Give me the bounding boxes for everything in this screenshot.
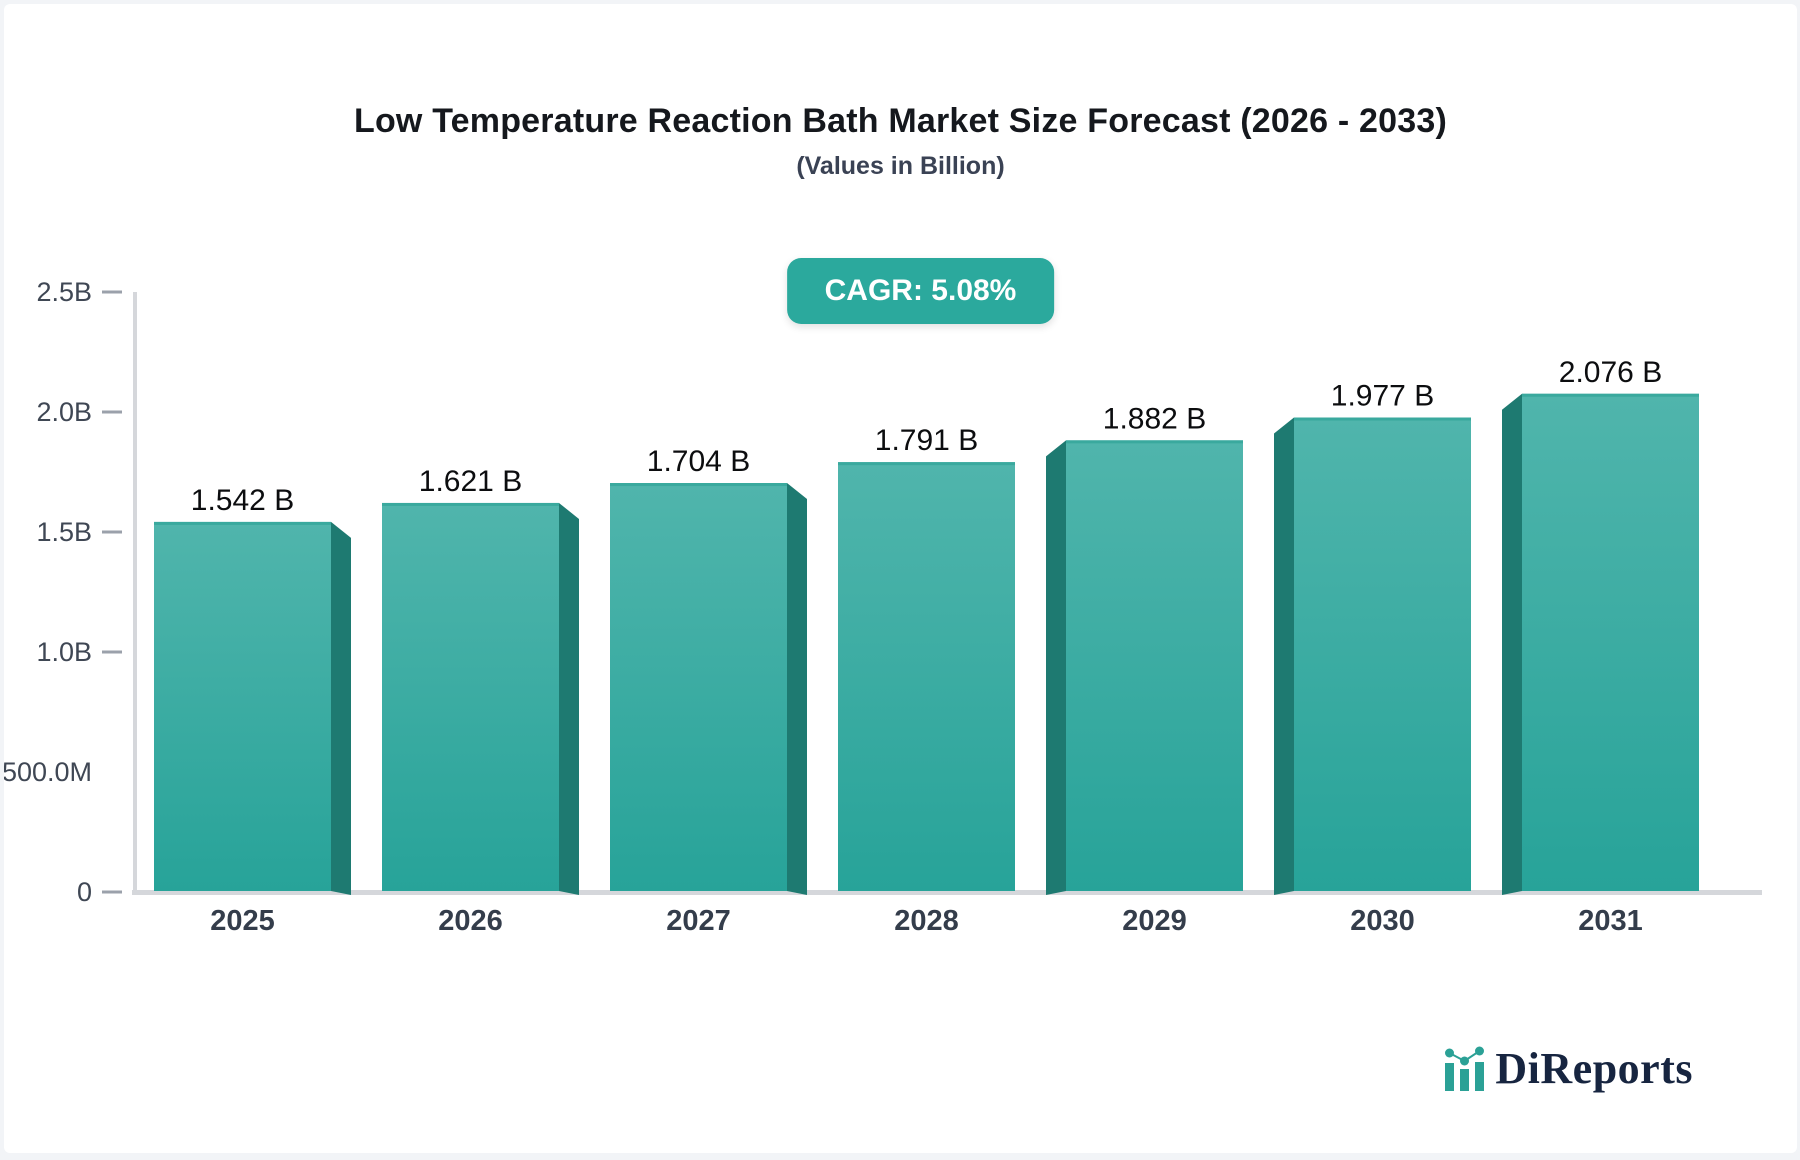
bar-2030 [1294, 417, 1471, 891]
bar-2031 [1522, 393, 1699, 891]
bar-side-face [1502, 393, 1522, 895]
x-axis-label: 2027 [666, 905, 731, 937]
bar-value-label: 1.542 B [191, 484, 294, 517]
bar-value-label: 1.704 B [647, 445, 750, 478]
y-axis-label: 1.5B [36, 517, 92, 547]
bar-top-edge [1522, 393, 1699, 397]
y-axis-label: 500.0M [4, 757, 92, 787]
y-axis-tick [102, 890, 122, 894]
x-axis-line [132, 890, 1762, 895]
bar-chart: 0 500.0M 1.0B 1.5B 2.0B 2.5B 1.542 B 2025 1.621 … [4, 277, 1762, 937]
chart-subtitle: (Values in Billion) [796, 152, 1005, 180]
bar-value-label: 1.621 B [419, 465, 522, 498]
y-axis-label: 2.5B [36, 277, 92, 307]
bar-side-face [1274, 417, 1294, 895]
y-axis-tick [102, 530, 122, 534]
bar-value-label: 1.791 B [875, 424, 978, 457]
bar-top-edge [154, 521, 331, 525]
x-axis-label: 2030 [1350, 905, 1415, 937]
bar-top-edge [1066, 440, 1243, 444]
x-axis-label: 2028 [894, 905, 959, 937]
y-axis-tick [102, 410, 122, 414]
chart-title: Low Temperature Reaction Bath Market Siz… [354, 102, 1447, 140]
bar-value-label: 1.882 B [1103, 402, 1206, 435]
x-axis-label: 2031 [1578, 905, 1643, 937]
bar-side-face [559, 502, 579, 895]
y-axis-tick [102, 290, 122, 294]
brand-name: DiReports [1495, 1044, 1693, 1093]
bar-2028 [838, 462, 1015, 891]
bar-2025 [154, 521, 331, 891]
bar-side-face [331, 521, 351, 895]
cagr-badge: CAGR: 5.08% [786, 258, 1055, 324]
y-axis-label: 1.0B [36, 637, 92, 667]
y-axis-label: 0 [77, 877, 92, 907]
bar-2029 [1066, 440, 1243, 891]
brand-logo: DiReports [1444, 1045, 1693, 1091]
bar-side-face [1046, 440, 1066, 895]
chart-card: Low Temperature Reaction Bath Market Siz… [4, 4, 1797, 1153]
bar-value-label: 1.977 B [1331, 380, 1434, 413]
bar-2027 [610, 483, 787, 891]
x-axis-label: 2029 [1122, 905, 1187, 937]
bar-top-edge [382, 502, 559, 506]
bar-side-face [787, 483, 807, 895]
bar-top-edge [838, 462, 1015, 466]
x-axis-label: 2025 [210, 905, 275, 937]
brand-logo-icon [1445, 1046, 1485, 1091]
x-axis-label: 2026 [438, 905, 503, 937]
y-axis-label: 2.0B [36, 397, 92, 427]
bar-top-edge [1294, 417, 1471, 421]
y-axis-tick [102, 650, 122, 654]
bar-top-edge [610, 483, 787, 487]
bar-2026 [382, 502, 559, 891]
bar-value-label: 2.076 B [1559, 356, 1662, 389]
y-axis-line [133, 292, 137, 894]
